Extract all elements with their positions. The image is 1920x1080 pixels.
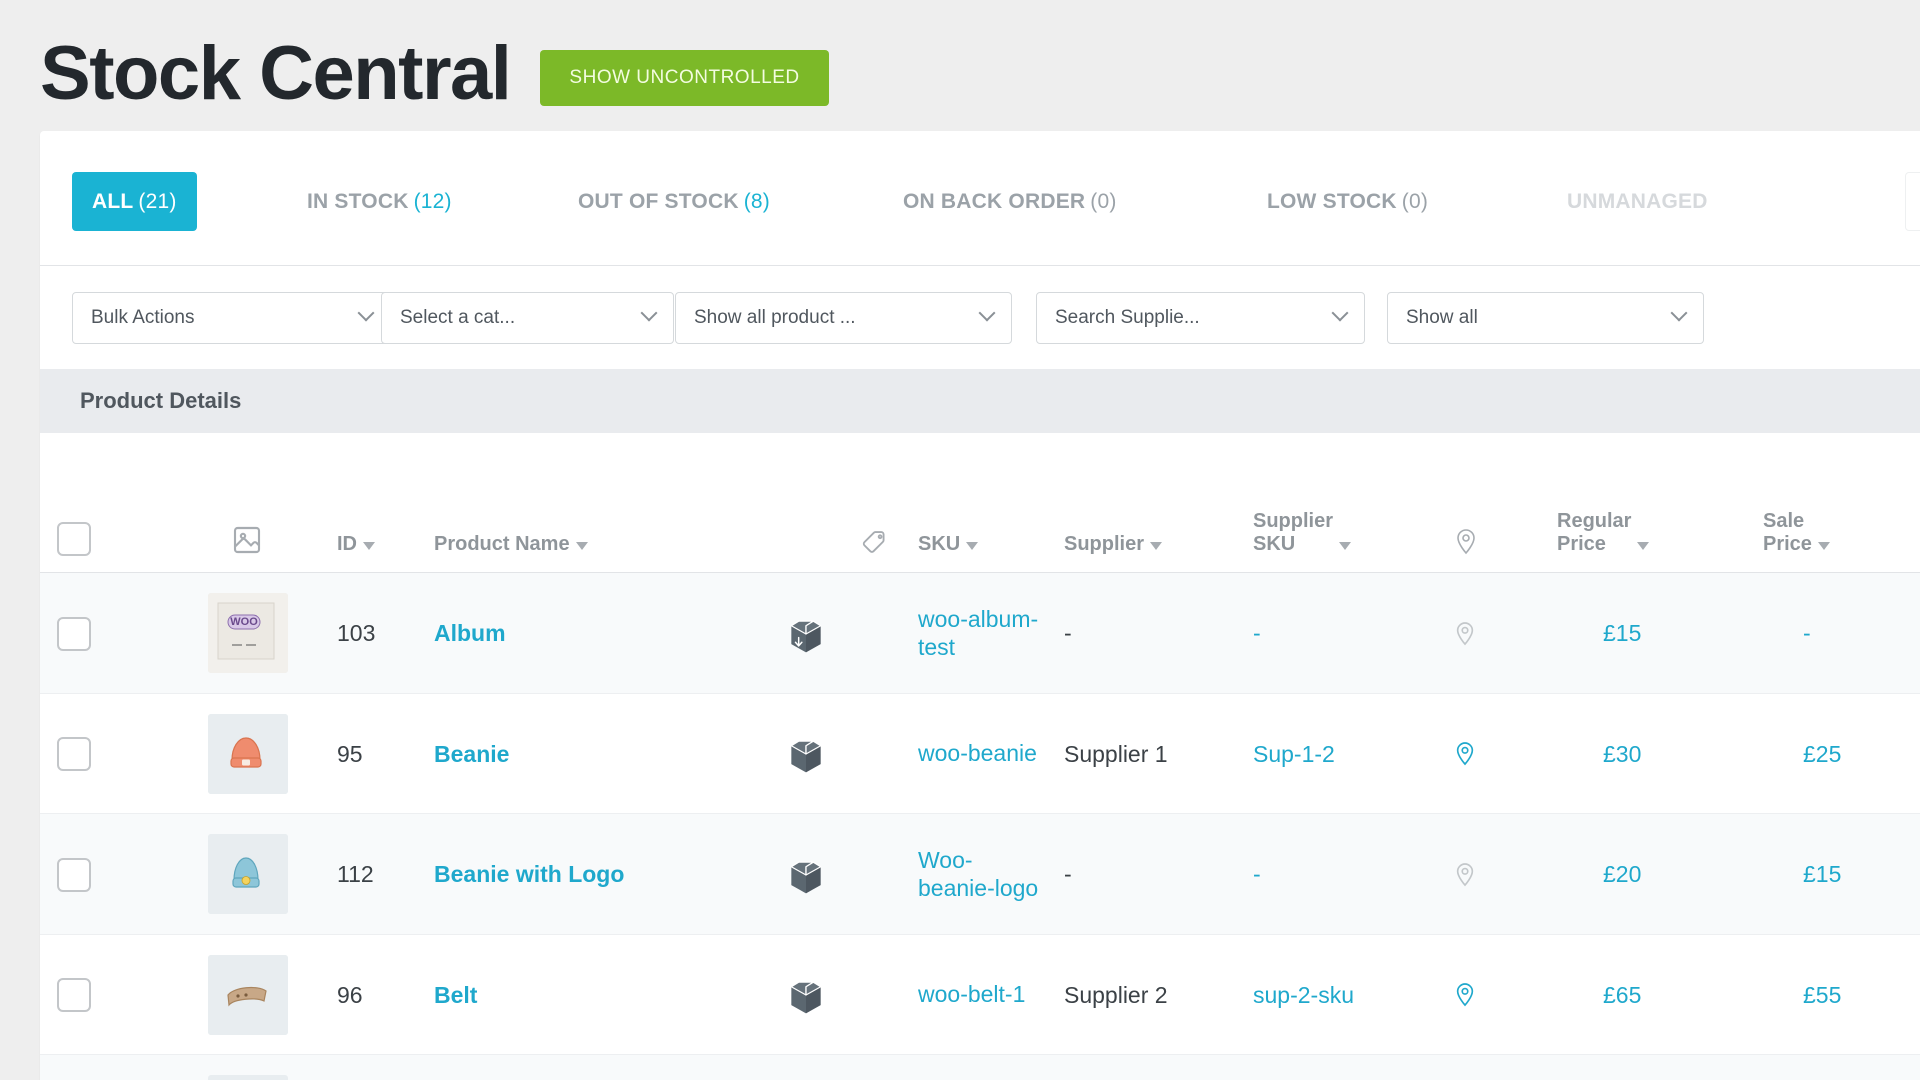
svg-text:WOO: WOO — [230, 616, 258, 628]
